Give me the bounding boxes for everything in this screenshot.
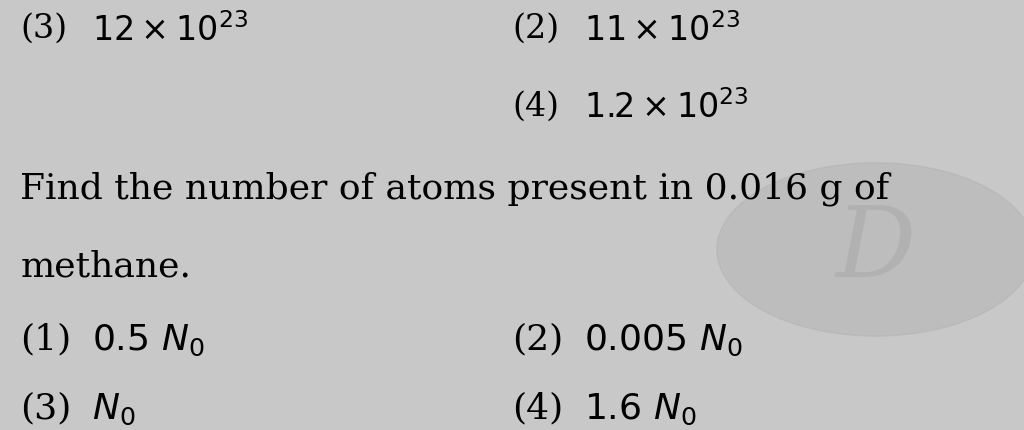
- Ellipse shape: [717, 163, 1024, 336]
- Text: (1): (1): [20, 322, 72, 356]
- Text: Find the number of atoms present in 0.016 g of: Find the number of atoms present in 0.01…: [20, 172, 890, 206]
- Text: (3): (3): [20, 13, 68, 45]
- Text: $11 \times 10^{23}$: $11 \times 10^{23}$: [584, 13, 739, 48]
- Text: $1.2 \times 10^{23}$: $1.2 \times 10^{23}$: [584, 90, 749, 125]
- Text: (2): (2): [512, 13, 559, 45]
- Text: $12 \times 10^{23}$: $12 \times 10^{23}$: [92, 13, 248, 48]
- Text: $0.005\ N_0$: $0.005\ N_0$: [584, 322, 742, 358]
- Text: methane.: methane.: [20, 249, 191, 283]
- Text: $0.5\ N_0$: $0.5\ N_0$: [92, 322, 205, 358]
- Text: (3): (3): [20, 391, 72, 425]
- Text: (4): (4): [512, 90, 559, 122]
- Text: (4): (4): [512, 391, 563, 425]
- Text: $1.6\ N_0$: $1.6\ N_0$: [584, 391, 696, 427]
- Text: $N_0$: $N_0$: [92, 391, 135, 427]
- Text: D: D: [836, 202, 915, 297]
- Text: (2): (2): [512, 322, 563, 356]
